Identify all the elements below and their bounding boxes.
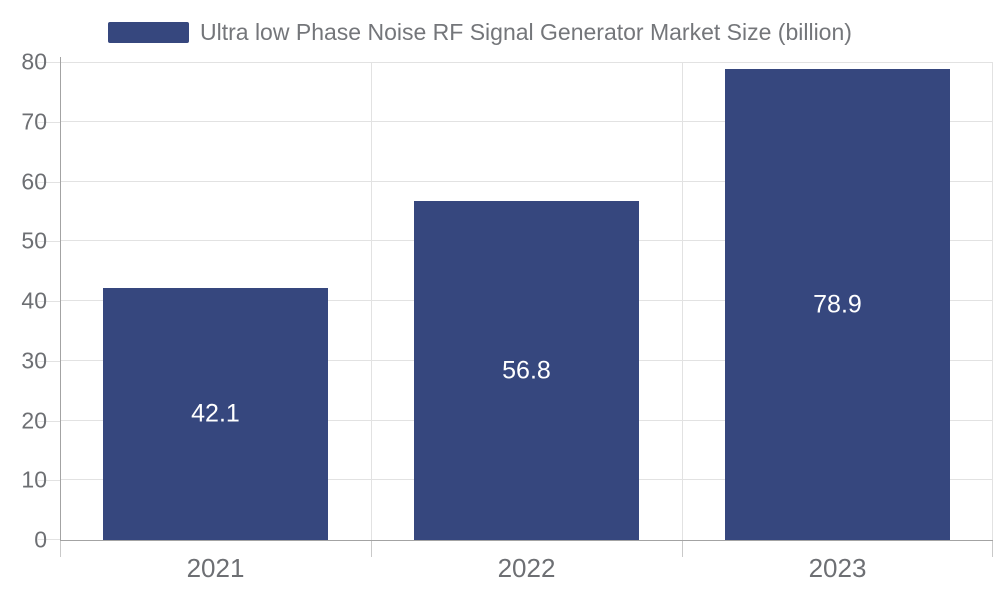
x-axis-line [60,540,993,541]
x-axis-tick [992,541,993,557]
y-gridline [60,180,993,182]
legend-swatch-icon [108,22,189,43]
y-axis-tick [38,420,60,422]
y-axis-tick [38,539,60,540]
y-axis-tick-label: 80 [21,48,47,75]
y-axis-tick-label: 60 [21,168,47,194]
bar-2023[interactable]: 78.9 [725,69,950,540]
y-axis-tick-label: 50 [21,227,47,254]
x-gridline [992,62,993,540]
legend-label: Ultra low Phase Noise RF Signal Generato… [200,19,852,45]
y-axis-tick-label: 40 [21,287,47,314]
y-gridline [60,120,993,122]
y-axis-tick [38,62,60,63]
bar-value-label: 78.9 [813,290,862,318]
bar-2021[interactable]: 42.1 [103,288,328,540]
bar-value-label: 56.8 [502,356,551,384]
y-axis-tick-label: 10 [21,466,47,493]
y-axis-tick [38,360,60,362]
bar-2022[interactable]: 56.8 [414,201,639,540]
x-axis-tick [371,541,372,557]
y-axis-line [60,57,61,540]
x-axis-tick [682,541,683,557]
y-axis-line-overshoot [60,541,61,557]
bar-value-label: 42.1 [191,399,240,428]
y-axis-tick-label: 70 [21,108,47,135]
x-axis-tick-label: 2021 [186,553,245,583]
y-axis-tick [38,301,60,302]
x-gridline [371,62,372,540]
chart-legend[interactable]: Ultra low Phase Noise RF Signal Generato… [108,19,852,46]
y-axis-tick [38,121,60,123]
y-gridline [60,62,993,63]
y-axis-tick-label: 20 [21,407,47,433]
y-axis-tick-label: 0 [34,526,47,553]
x-axis-tick-label: 2022 [497,553,556,583]
y-axis-tick [38,480,60,482]
plot-area: 0 10 20 30 40 50 60 70 80 42.1 2021 56.8 2022 78.9 202… [21,50,993,582]
x-gridline [682,62,683,540]
y-axis-tick-label: 30 [21,347,47,374]
y-axis-tick [38,181,60,183]
y-axis-tick [38,241,60,243]
x-axis-tick-label: 2023 [808,553,867,583]
